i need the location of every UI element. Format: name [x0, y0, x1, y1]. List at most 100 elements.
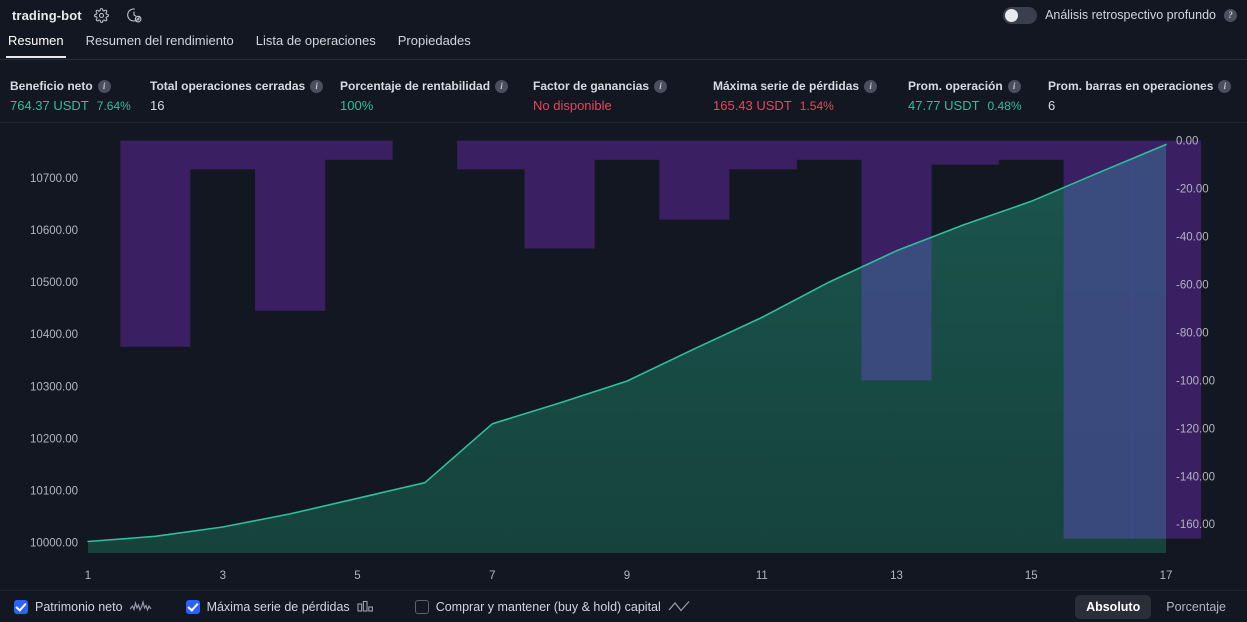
- metric-card-0: Beneficio neto i 764.37 USDT 7.64%: [10, 61, 131, 113]
- line-chart-icon: [129, 600, 152, 613]
- left-axis-tick: 10000.00: [30, 538, 78, 550]
- deep-backtest-info-icon[interactable]: ?: [1224, 8, 1237, 22]
- metric-info-icon-1[interactable]: i: [310, 79, 324, 93]
- equity-line: [87, 143, 1167, 543]
- gear-icon[interactable]: [90, 3, 114, 27]
- deep-backtest-label: Análisis retrospectivo profundo: [1045, 8, 1216, 22]
- left-axis-tick: 10200.00: [30, 433, 78, 445]
- metric-value-2: 100%: [340, 98, 374, 113]
- metric-label-5: Prom. operación: [908, 79, 1003, 93]
- metric-label-4: Máxima serie de pérdidas: [713, 79, 860, 93]
- metric-value-5: 47.77 USDT: [908, 98, 980, 113]
- legend-label-maxima-serie-de-perdidas: Máxima serie de pérdidas: [206, 599, 350, 614]
- metric-label-0: Beneficio neto: [10, 79, 93, 93]
- legend-item-buy-and-hold[interactable]: Comprar y mantener (buy & hold) capital: [414, 599, 690, 614]
- drawdown-bar-over-equity: [1063, 144, 1134, 539]
- left-axis-tick: 10100.00: [30, 486, 78, 498]
- value-mode-switch: Absoluto Porcentaje: [1075, 594, 1237, 619]
- metric-card-6: Prom. barras en operaciones i 6: [1048, 61, 1232, 113]
- left-axis: 10700.00 10600.00 10500.00 10400.00 10300.00…: [30, 173, 78, 550]
- left-axis-tick: 10500.00: [30, 277, 78, 289]
- right-axis-tick: -120.00: [1176, 423, 1215, 435]
- metric-info-icon-2[interactable]: i: [495, 79, 509, 93]
- mode-button-porcentaje[interactable]: Porcentaje: [1166, 599, 1226, 614]
- x-axis-tick: 3: [220, 570, 226, 582]
- right-axis: 0.00 -20.00 -40.00 -60.00 -80.00 -100.00 -120.…: [1176, 136, 1215, 532]
- left-axis-tick: 10600.00: [30, 225, 78, 237]
- metric-card-1: Total operaciones cerradas i 16: [150, 61, 324, 113]
- right-axis-tick: 0.00: [1176, 136, 1198, 148]
- left-axis-tick: 10700.00: [30, 173, 78, 185]
- equity-chart-canvas[interactable]: 10700.00 10600.00 10500.00 10400.00 10300.00…: [0, 123, 1247, 590]
- metric-card-2: Porcentaje de rentabilidad i 100%: [340, 61, 509, 113]
- tab-propiedades[interactable]: Propiedades: [397, 32, 471, 48]
- right-axis-tick: -100.00: [1176, 375, 1215, 387]
- drawdown-bar: [524, 140, 595, 249]
- x-axis: 1 3 5 7 9 11 13 15 17: [85, 570, 1173, 582]
- equity-chart[interactable]: 10700.00 10600.00 10500.00 10400.00 10300.00…: [0, 123, 1247, 590]
- chart-legend-bar: Patrimonio neto Máxima serie de pérdidas…: [0, 590, 1247, 622]
- bot-title: trading-bot: [12, 7, 82, 23]
- right-axis-tick: -160.00: [1176, 519, 1215, 531]
- drawdown-bar: [187, 140, 258, 170]
- legend-checkbox-maxima-serie-de-perdidas[interactable]: [185, 599, 200, 614]
- metric-value-6: 6: [1048, 98, 1056, 113]
- mode-button-absoluto[interactable]: Absoluto: [1075, 594, 1152, 619]
- drawdown-bar: [322, 140, 393, 160]
- tab-bar: Resumen Resumen del rendimiento Lista de…: [0, 30, 1247, 60]
- clock-plus-icon[interactable]: [122, 3, 146, 27]
- metric-sub-0: 7.64%: [96, 99, 131, 113]
- legend-label-patrimonio-neto: Patrimonio neto: [35, 599, 123, 614]
- metric-info-icon-5[interactable]: i: [1007, 79, 1021, 93]
- metric-label-2: Porcentaje de rentabilidad: [340, 79, 491, 93]
- metric-card-4: Máxima serie de pérdidas i 165.43 USDT 1.54…: [713, 61, 878, 113]
- right-axis-tick: -140.00: [1176, 471, 1215, 483]
- right-axis-tick: -80.00: [1176, 327, 1209, 339]
- right-axis-tick: -20.00: [1176, 184, 1209, 196]
- metric-info-icon-0[interactable]: i: [97, 79, 111, 93]
- tab-resumen-del-rendimiento[interactable]: Resumen del rendimiento: [85, 32, 234, 48]
- right-axis-tick: -60.00: [1176, 280, 1209, 292]
- drawdown-bar: [726, 140, 797, 170]
- legend-checkbox-buy-and-hold[interactable]: [414, 599, 429, 614]
- toggle-knob: [1005, 8, 1019, 22]
- legend-item-patrimonio-neto[interactable]: Patrimonio neto: [14, 599, 152, 614]
- top-bar: trading-bot Análisis retrospectivo profu…: [0, 0, 1247, 30]
- deep-backtest-control: Análisis retrospectivo profundo ?: [1003, 0, 1237, 30]
- drawdown-bar: [659, 140, 730, 220]
- x-axis-tick: 15: [1025, 570, 1038, 582]
- tab-lista-de-operaciones[interactable]: Lista de operaciones: [255, 32, 376, 48]
- metric-info-icon-4[interactable]: i: [864, 79, 878, 93]
- metric-info-icon-6[interactable]: i: [1218, 79, 1232, 93]
- x-axis-tick: 17: [1160, 570, 1173, 582]
- x-axis-tick: 5: [354, 570, 360, 582]
- metric-card-3: Factor de ganancias i No disponible: [533, 61, 668, 113]
- metric-label-1: Total operaciones cerradas: [150, 79, 306, 93]
- legend-label-buy-and-hold: Comprar y mantener (buy & hold) capital: [435, 599, 661, 614]
- legend-checkbox-patrimonio-neto[interactable]: [14, 599, 28, 614]
- x-axis-tick: 13: [890, 570, 903, 582]
- zigzag-line-icon: [668, 600, 690, 613]
- x-axis-tick: 9: [624, 570, 630, 582]
- metric-value-3: No disponible: [533, 98, 612, 113]
- metrics-row: Beneficio neto i 764.37 USDT 7.64% Total ope…: [0, 61, 1247, 123]
- drawdown-bar-over-equity: [1131, 144, 1166, 539]
- metric-label-3: Factor de ganancias: [533, 79, 650, 93]
- equity-area-fill: [88, 144, 1166, 553]
- metric-value-4: 165.43 USDT: [713, 98, 792, 113]
- drawdown-bar: [457, 140, 528, 170]
- x-axis-tick: 1: [85, 570, 91, 582]
- tab-resumen[interactable]: Resumen: [6, 33, 66, 58]
- drawdown-bar: [794, 140, 865, 160]
- drawdown-bar: [255, 140, 326, 311]
- drawdown-bar: [928, 140, 999, 165]
- x-axis-tick: 11: [756, 570, 768, 582]
- drawdown-bar: [592, 140, 663, 160]
- metric-sub-5: 0.48%: [987, 99, 1022, 113]
- metric-info-icon-3[interactable]: i: [654, 79, 668, 93]
- metric-value-0: 764.37 USDT: [10, 98, 89, 113]
- metric-label-6: Prom. barras en operaciones: [1048, 79, 1214, 93]
- legend-item-maxima-serie-de-perdidas[interactable]: Máxima serie de pérdidas: [185, 599, 375, 614]
- deep-backtest-toggle[interactable]: [1003, 6, 1038, 24]
